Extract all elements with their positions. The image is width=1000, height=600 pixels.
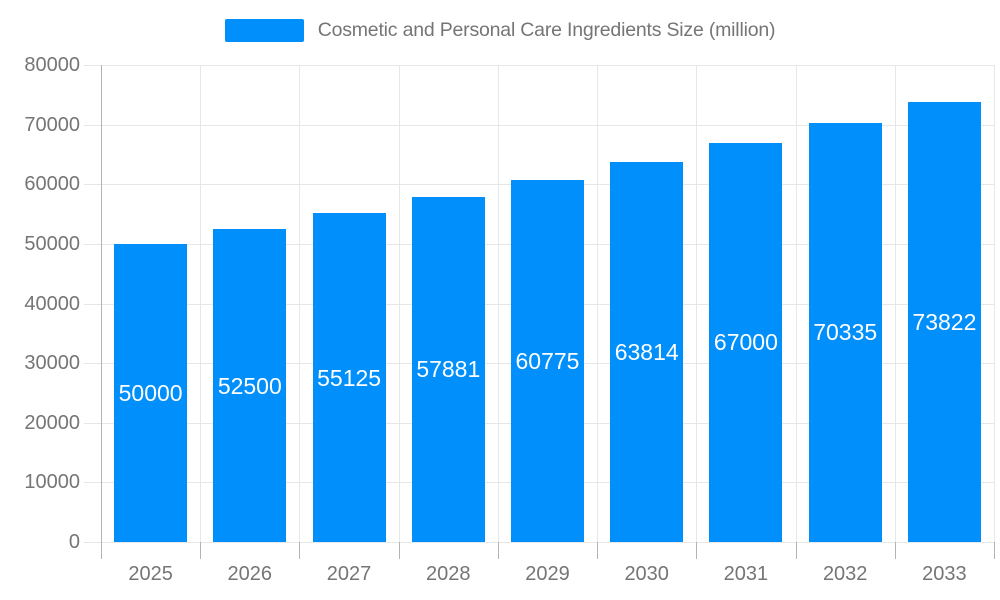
y-axis-label-30000: 30000 — [24, 352, 80, 375]
bar-2031[interactable] — [709, 142, 783, 542]
bar-value-label-2027: 55125 — [317, 364, 382, 391]
bar-2026[interactable] — [213, 229, 287, 542]
x-axis-label-2032: 2032 — [822, 563, 868, 585]
y-axis-label-10000: 10000 — [24, 471, 80, 494]
bar-value-label-2031: 67000 — [713, 329, 778, 356]
bar-value-label-2032: 70335 — [813, 319, 878, 346]
x-axis-tick — [299, 542, 301, 559]
x-axis-label-2030: 2030 — [624, 563, 669, 585]
bar-2025[interactable] — [114, 243, 188, 542]
x-axis-tick — [200, 542, 202, 559]
gridline-vertical — [398, 65, 400, 542]
bar-value-label-2030: 63814 — [614, 338, 679, 365]
x-axis-label-2033: 2033 — [922, 563, 967, 585]
legend-swatch — [224, 18, 304, 42]
x-axis-label-2026: 2026 — [227, 563, 273, 585]
y-axis-label-50000: 50000 — [24, 232, 80, 255]
x-axis-label-2028: 2028 — [426, 563, 471, 585]
bar-2032[interactable] — [808, 122, 882, 542]
gridline-vertical — [597, 65, 599, 542]
gridline-vertical — [299, 65, 301, 542]
x-axis-tick — [795, 542, 797, 559]
gridline-vertical — [795, 65, 797, 542]
bar-value-label-2025: 50000 — [118, 379, 183, 406]
x-axis-tick — [497, 542, 499, 559]
y-axis-line — [101, 65, 102, 559]
x-axis-tick — [994, 542, 995, 559]
gridline-horizontal — [84, 542, 994, 543]
x-axis-tick — [696, 542, 698, 559]
bar-2033[interactable] — [907, 101, 981, 542]
x-axis-label-2027: 2027 — [326, 563, 372, 585]
chart-legend[interactable]: Cosmetic and Personal Care Ingredients S… — [0, 16, 1000, 44]
bar-value-label-2026: 52500 — [217, 372, 282, 399]
bar-2027[interactable] — [312, 213, 386, 542]
x-axis-tick — [398, 542, 400, 559]
bar-value-label-2029: 60775 — [515, 347, 580, 374]
bar-2029[interactable] — [511, 179, 584, 542]
y-axis-label-80000: 80000 — [24, 54, 80, 76]
y-axis-label-0: 0 — [68, 531, 80, 553]
y-axis-label-20000: 20000 — [24, 411, 80, 434]
bar-value-label-2028: 57881 — [416, 356, 481, 383]
x-axis-tick — [894, 542, 896, 559]
bar-value-label-2033: 73822 — [912, 308, 977, 335]
bar-2028[interactable] — [411, 196, 485, 542]
gridline-vertical — [696, 65, 698, 542]
x-axis-label-2031: 2031 — [723, 563, 769, 585]
legend-label: Cosmetic and Personal Care Ingredients S… — [317, 18, 776, 41]
x-axis-label-2029: 2029 — [525, 563, 570, 585]
gridline-horizontal — [84, 124, 994, 126]
x-axis-label-2025: 2025 — [128, 563, 173, 585]
y-axis-label-70000: 70000 — [24, 113, 80, 136]
gridline-vertical — [894, 65, 896, 542]
gridline-horizontal — [84, 65, 994, 66]
x-axis-tick — [597, 542, 599, 559]
gridline-vertical — [994, 65, 995, 542]
gridline-vertical — [200, 65, 202, 542]
y-axis-label-60000: 60000 — [24, 173, 80, 196]
bar-2030[interactable] — [610, 161, 684, 542]
gridline-vertical — [497, 65, 499, 542]
y-axis-label-40000: 40000 — [24, 292, 80, 315]
